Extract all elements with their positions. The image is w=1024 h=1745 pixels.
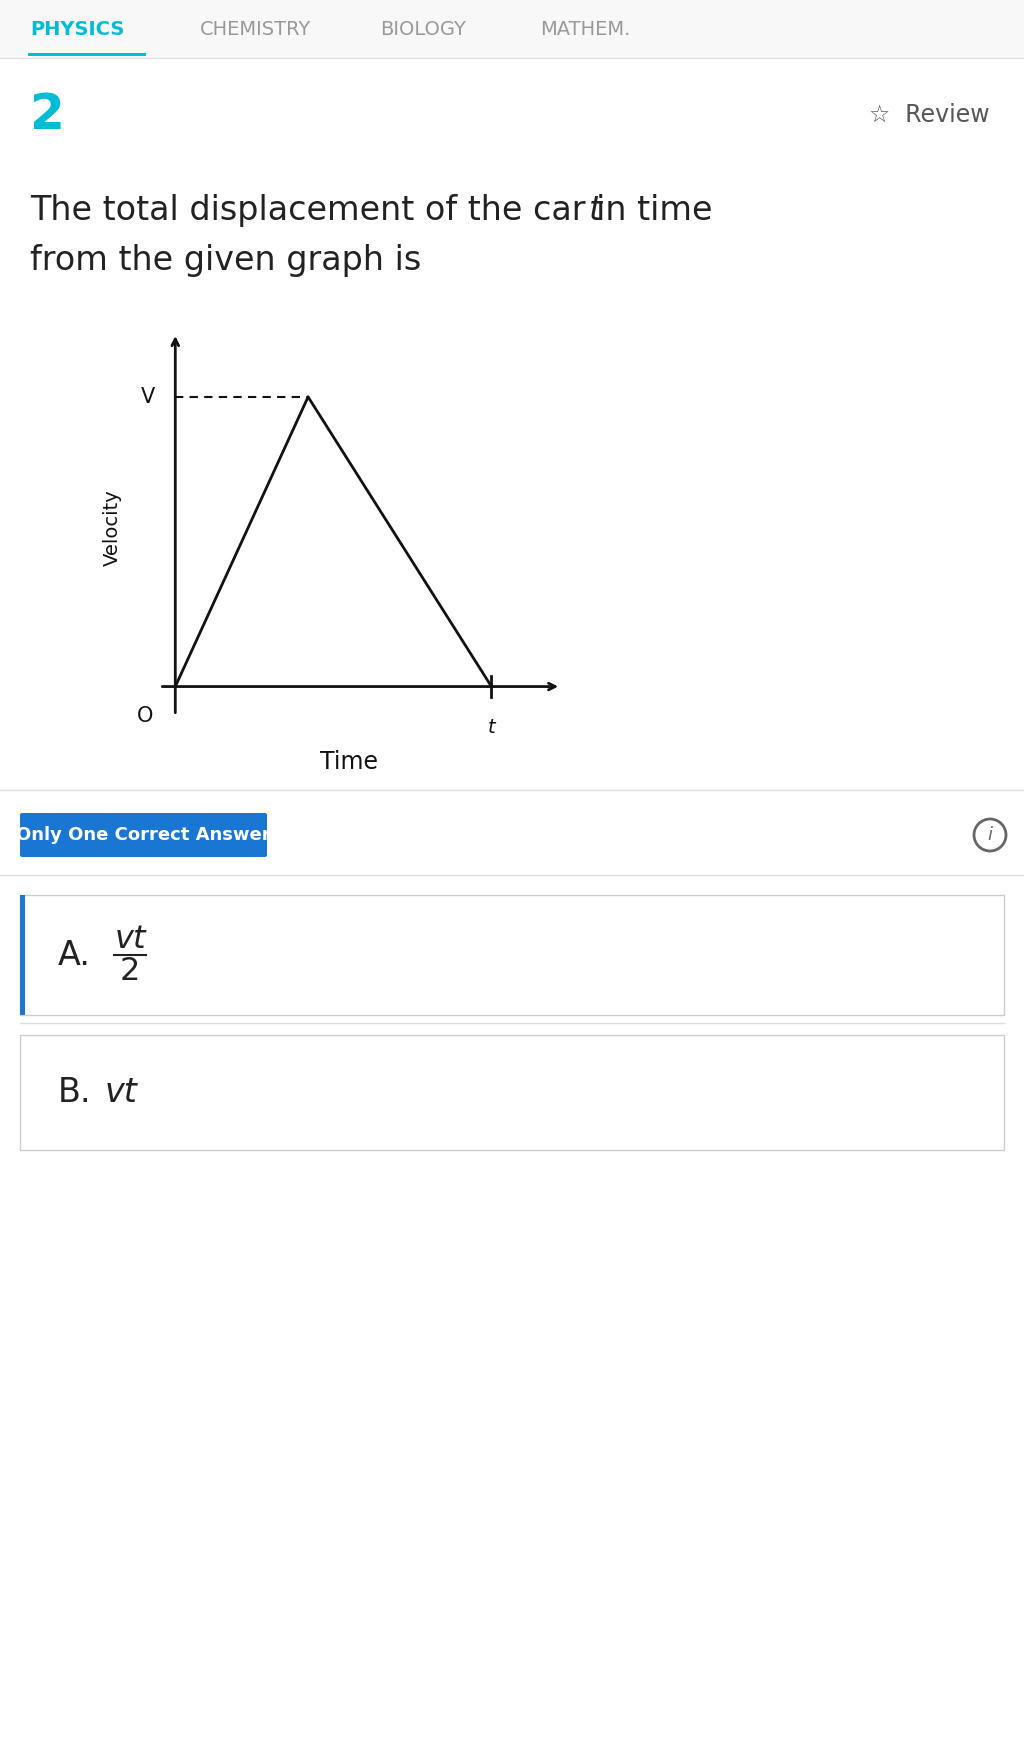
Text: vt: vt: [115, 923, 145, 955]
Text: Time: Time: [321, 750, 378, 773]
Text: 2: 2: [30, 91, 65, 140]
Bar: [28, 52, 146, 56]
Text: 2: 2: [120, 956, 140, 986]
Text: B.: B.: [58, 1077, 91, 1110]
Text: from the given graph is: from the given graph is: [30, 244, 421, 276]
Text: The total displacement of the car in time: The total displacement of the car in tim…: [30, 194, 723, 227]
Bar: [20, 895, 25, 1016]
Text: Only One Correct Answer: Only One Correct Answer: [16, 825, 270, 845]
Text: MATHEM.: MATHEM.: [540, 19, 631, 38]
FancyBboxPatch shape: [20, 813, 267, 857]
Bar: [20, 895, 1004, 1016]
Text: PHYSICS: PHYSICS: [30, 19, 124, 38]
Bar: [0, 0, 1024, 58]
Text: CHEMISTRY: CHEMISTRY: [200, 19, 311, 38]
Text: BIOLOGY: BIOLOGY: [380, 19, 466, 38]
Text: i: i: [987, 825, 992, 845]
Bar: [20, 1035, 1004, 1150]
Text: vt: vt: [105, 1077, 138, 1110]
Text: O: O: [137, 705, 154, 726]
Text: t: t: [487, 719, 496, 738]
Text: t: t: [589, 194, 602, 227]
Text: Velocity: Velocity: [102, 489, 122, 565]
Text: A.: A.: [58, 939, 91, 972]
Text: ☆  Review: ☆ Review: [869, 103, 990, 127]
Text: V: V: [140, 387, 155, 407]
